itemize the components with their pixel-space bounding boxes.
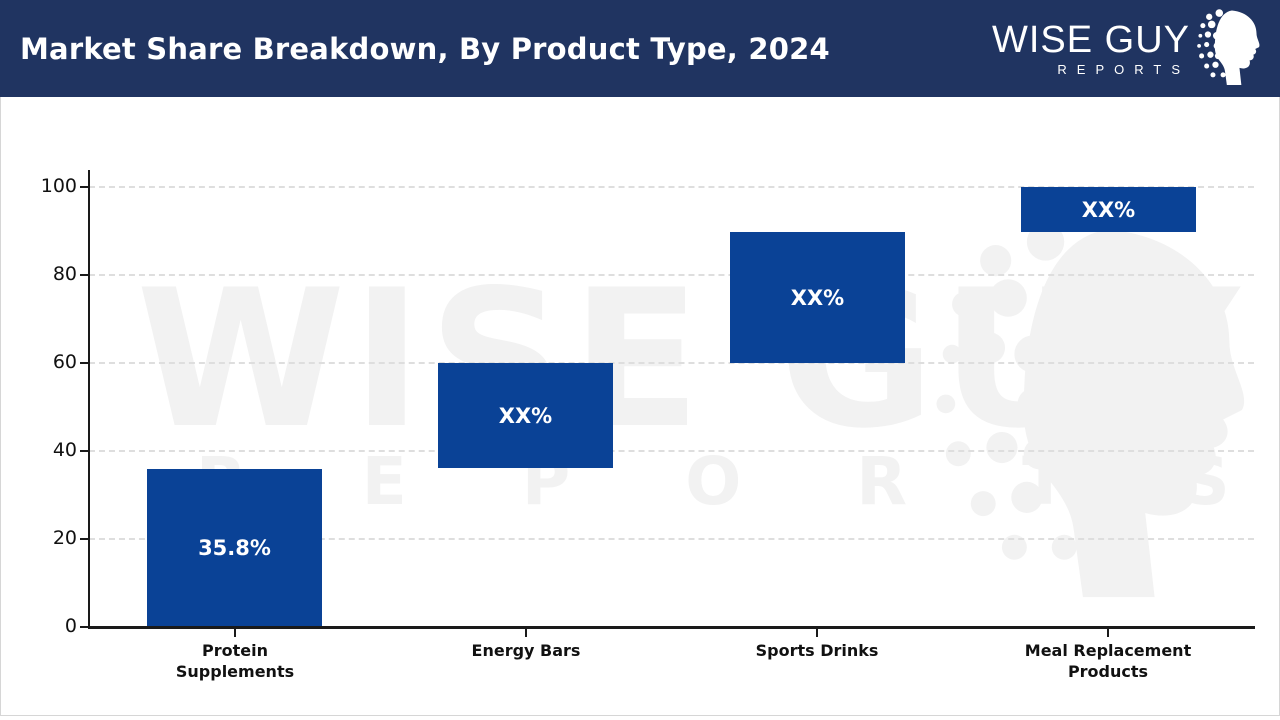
y-tick-label-20: 20 bbox=[52, 527, 77, 549]
category-label-1: Protein Supplements bbox=[175, 641, 295, 681]
x-tick-2 bbox=[525, 628, 527, 637]
gridline-20 bbox=[89, 538, 1254, 540]
x-tick-3 bbox=[816, 628, 818, 637]
gridline-80 bbox=[89, 274, 1254, 276]
bar-value-label: XX% bbox=[790, 285, 845, 310]
y-tick-label-0: 0 bbox=[64, 615, 77, 637]
y-tick-20 bbox=[80, 538, 89, 540]
x-tick-4 bbox=[1107, 628, 1109, 637]
bar-value-label: XX% bbox=[498, 403, 553, 428]
bar-value-label: XX% bbox=[1081, 197, 1136, 222]
brand-logo: WISE GUY REPORTS bbox=[992, 8, 1266, 90]
x-axis-line bbox=[88, 626, 1255, 629]
bar-segment-4: XX% bbox=[1021, 187, 1196, 232]
chart-panel: WISE GUY R E P O R T S 0 20 40 60 80 100 35.8%… bbox=[0, 97, 1280, 716]
page-title: Market Share Breakdown, By Product Type,… bbox=[20, 31, 830, 66]
dotted-head-icon bbox=[1197, 8, 1260, 85]
category-label-4: Meal Replacement Products bbox=[1024, 641, 1192, 681]
gridline-40 bbox=[89, 450, 1254, 452]
bar-segment-1: 35.8% bbox=[147, 469, 322, 627]
x-tick-1 bbox=[234, 628, 236, 637]
y-axis-line bbox=[88, 170, 90, 629]
bar-segment-2: XX% bbox=[438, 363, 613, 468]
bar-value-label: 35.8% bbox=[198, 536, 271, 560]
watermark-head-icon bbox=[936, 223, 1245, 598]
category-label-3: Sports Drinks bbox=[755, 641, 879, 660]
brand-name: WISE GUY bbox=[991, 18, 1190, 61]
gridline-60 bbox=[89, 362, 1254, 364]
gridline-100 bbox=[89, 186, 1254, 188]
y-tick-80 bbox=[80, 274, 89, 276]
y-tick-label-60: 60 bbox=[52, 351, 77, 373]
y-tick-0 bbox=[80, 626, 89, 628]
brand-logo-text: WISE GUY REPORTS bbox=[992, 21, 1190, 77]
y-tick-label-100: 100 bbox=[40, 175, 77, 197]
y-tick-60 bbox=[80, 362, 89, 364]
y-tick-40 bbox=[80, 450, 89, 452]
header-bar: Market Share Breakdown, By Product Type,… bbox=[0, 0, 1280, 97]
y-tick-label-80: 80 bbox=[52, 263, 77, 285]
y-tick-100 bbox=[80, 186, 89, 188]
category-label-2: Energy Bars bbox=[471, 641, 581, 660]
bar-segment-3: XX% bbox=[730, 232, 905, 363]
brand-subtitle: REPORTS bbox=[1057, 61, 1190, 77]
y-tick-label-40: 40 bbox=[52, 439, 77, 461]
